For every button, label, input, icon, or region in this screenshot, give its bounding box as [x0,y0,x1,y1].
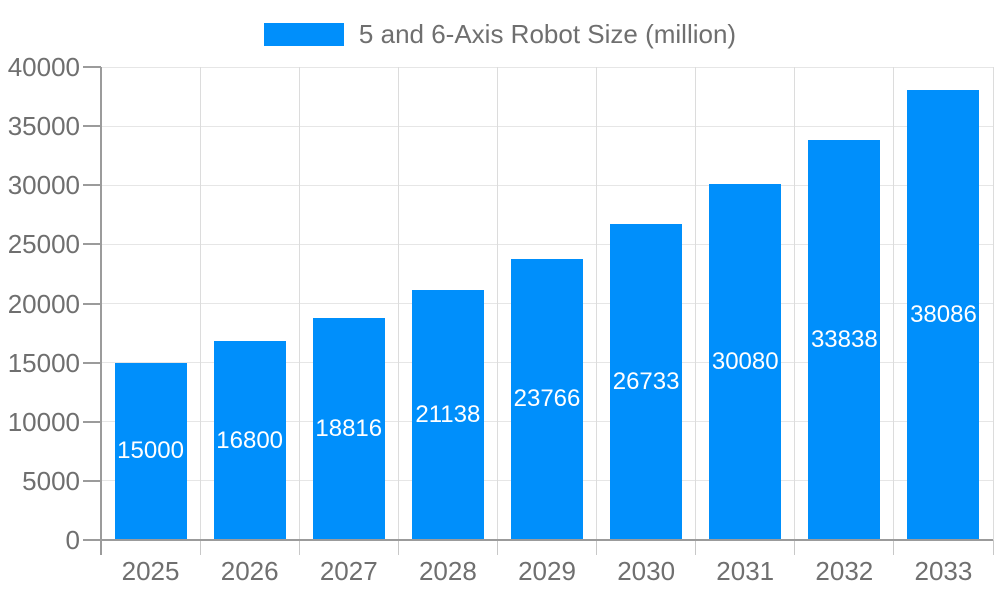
x-axis-label-2029: 2029 [518,556,576,586]
x-axis-label-2025: 2025 [121,556,180,586]
bar-2032[interactable]: 33838 [808,139,881,540]
x-tick [199,540,201,555]
bar-2026[interactable]: 16800 [213,341,286,540]
x-tick [298,540,300,555]
y-tick [83,479,101,482]
y-axis-label: 20000 [7,288,80,319]
y-tick [83,184,101,187]
bar-2031[interactable]: 30080 [709,184,782,540]
x-tick [596,540,598,555]
x-gridline [496,67,498,540]
bar-value-label: 33838 [810,325,878,353]
y-axis-label: 25000 [7,229,80,260]
y-axis-label: 5000 [22,465,80,496]
bar-value-label: 18816 [315,414,383,442]
y-gridline [101,243,993,245]
x-axis-label-2028: 2028 [418,556,477,586]
x-tick [397,540,399,555]
x-tick [893,540,895,555]
x-gridline [695,67,697,540]
bar-2029[interactable]: 23766 [511,258,583,540]
x-axis-label-2030: 2030 [617,556,676,586]
bar-value-label: 38086 [910,300,977,328]
bar-value-label: 16800 [216,426,284,454]
y-tick [83,243,101,246]
y-axis-label: 0 [65,525,80,555]
x-gridline [199,67,201,540]
x-axis-line [83,539,993,541]
bar-value-label: 26733 [612,367,680,395]
y-tick [83,420,101,423]
x-tick [992,540,994,555]
bar-2028[interactable]: 21138 [411,290,484,540]
y-tick [83,66,101,68]
legend-label: 5 and 6-Axis Robot Size (million) [358,19,737,49]
y-axis-label: 35000 [7,111,80,142]
bar-value-label: 23766 [513,385,581,413]
x-gridline [992,67,994,540]
legend-item[interactable]: 5 and 6-Axis Robot Size (million) [263,19,737,50]
bar-2033[interactable]: 38086 [907,89,980,540]
x-axis-label-2031: 2031 [716,556,775,586]
y-tick [83,302,101,305]
x-gridline [596,67,598,540]
bar-value-label: 30080 [711,348,779,376]
y-gridline [101,66,993,68]
y-axis-label: 40000 [7,52,80,82]
x-axis-label-2032: 2032 [815,556,874,586]
x-gridline [397,67,399,540]
y-tick [83,361,101,364]
bar-2025[interactable]: 15000 [114,362,187,540]
bar-value-label: 21138 [415,401,481,428]
x-axis-label-2027: 2027 [319,556,378,586]
legend-swatch-icon [263,23,344,46]
x-gridline [794,67,796,540]
y-axis-line [100,67,102,555]
y-tick [83,125,101,128]
bar-2027[interactable]: 18816 [312,317,385,540]
y-gridline [101,125,993,127]
x-tick [794,540,796,555]
x-gridline [893,67,895,540]
bar-2030[interactable]: 26733 [610,223,683,540]
y-axis-label: 10000 [7,406,80,437]
y-axis-label: 15000 [7,347,80,378]
x-tick [496,540,498,555]
bar-value-label: 15000 [117,437,184,465]
x-tick [695,540,697,555]
y-axis-label: 30000 [7,170,80,201]
x-gridline [298,67,300,540]
y-gridline [101,184,993,186]
x-axis-label-2026: 2026 [220,556,279,586]
chart-legend: 5 and 6-Axis Robot Size (million) [0,19,1000,50]
x-axis-label-2033: 2033 [914,556,973,586]
